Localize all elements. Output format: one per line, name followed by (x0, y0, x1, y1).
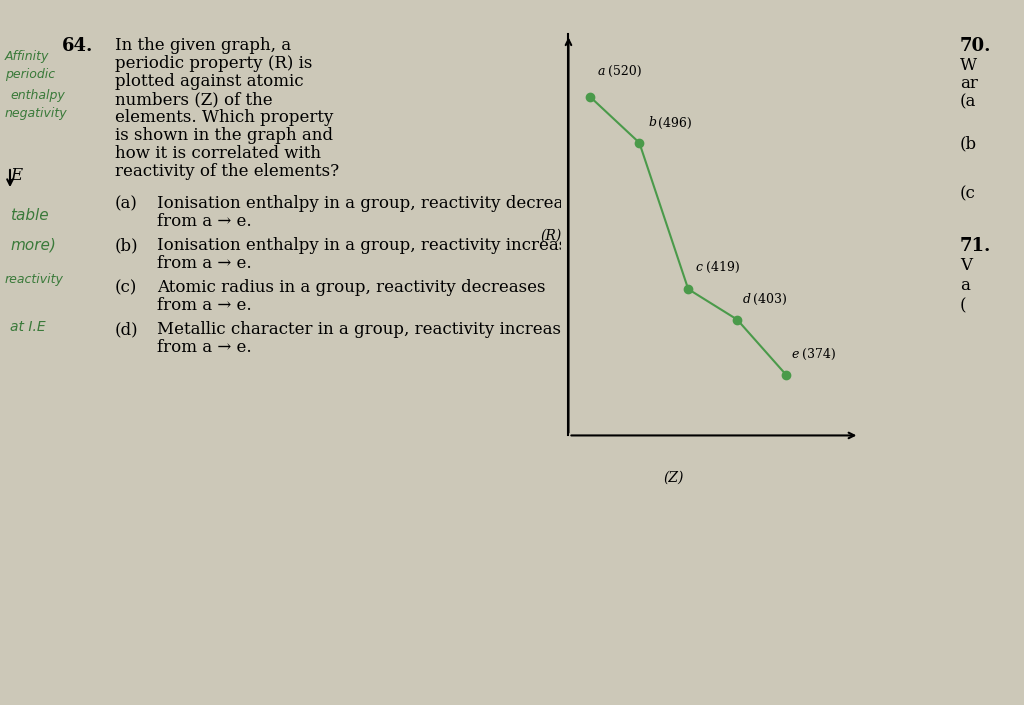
Text: (c): (c) (115, 279, 137, 296)
Text: from a → e.: from a → e. (157, 339, 252, 356)
Text: (b: (b (961, 135, 977, 152)
Text: (d): (d) (115, 321, 138, 338)
Text: periodic: periodic (5, 68, 55, 81)
Text: reactivity: reactivity (5, 273, 63, 286)
Text: (374): (374) (798, 348, 836, 362)
Text: from a → e.: from a → e. (157, 297, 252, 314)
Text: ar: ar (961, 75, 978, 92)
Text: E: E (10, 167, 23, 184)
Text: table: table (10, 208, 48, 223)
Text: Ionisation enthalpy in a group, reactivity increases: Ionisation enthalpy in a group, reactivi… (157, 237, 586, 254)
Text: (R): (R) (541, 229, 562, 243)
Text: (496): (496) (654, 116, 692, 130)
Text: (419): (419) (701, 261, 739, 274)
Text: (403): (403) (750, 293, 787, 306)
Text: d: d (743, 293, 751, 306)
Text: Atomic radius in a group, reactivity decreases: Atomic radius in a group, reactivity dec… (157, 279, 546, 296)
Text: e: e (792, 348, 799, 362)
Text: from a → e.: from a → e. (157, 213, 252, 230)
Text: from a → e.: from a → e. (157, 255, 252, 272)
Text: 71.: 71. (961, 237, 991, 255)
Text: (b): (b) (115, 237, 138, 254)
Text: is shown in the graph and: is shown in the graph and (115, 127, 333, 144)
Text: c: c (695, 261, 702, 274)
Text: numbers (Z) of the: numbers (Z) of the (115, 91, 272, 108)
Text: (c: (c (961, 185, 976, 202)
Text: (520): (520) (604, 65, 642, 78)
Text: at I.E: at I.E (10, 320, 46, 334)
Text: 64.: 64. (62, 37, 93, 55)
Text: 70.: 70. (961, 37, 991, 55)
Text: Metallic character in a group, reactivity increases: Metallic character in a group, reactivit… (157, 321, 580, 338)
Text: W: W (961, 57, 977, 74)
Text: reactivity of the elements?: reactivity of the elements? (115, 163, 339, 180)
Text: periodic property (R) is: periodic property (R) is (115, 55, 312, 72)
Text: more): more) (10, 237, 56, 252)
Text: (a: (a (961, 93, 976, 110)
Text: Ionisation enthalpy in a group, reactivity decreases: Ionisation enthalpy in a group, reactivi… (157, 195, 590, 212)
Text: a: a (961, 277, 970, 294)
Text: plotted against atomic: plotted against atomic (115, 73, 304, 90)
Text: V: V (961, 257, 972, 274)
Text: a: a (598, 65, 605, 78)
Text: how it is correlated with: how it is correlated with (115, 145, 321, 162)
Text: elements. Which property: elements. Which property (115, 109, 334, 126)
Text: (a): (a) (115, 195, 138, 212)
Text: negativity: negativity (5, 107, 68, 120)
Text: Affinity: Affinity (5, 50, 49, 63)
Text: enthalpy: enthalpy (10, 89, 65, 102)
Text: In the given graph, a: In the given graph, a (115, 37, 291, 54)
Text: (Z): (Z) (664, 470, 684, 484)
Text: (: ( (961, 297, 967, 314)
Text: b: b (648, 116, 656, 130)
